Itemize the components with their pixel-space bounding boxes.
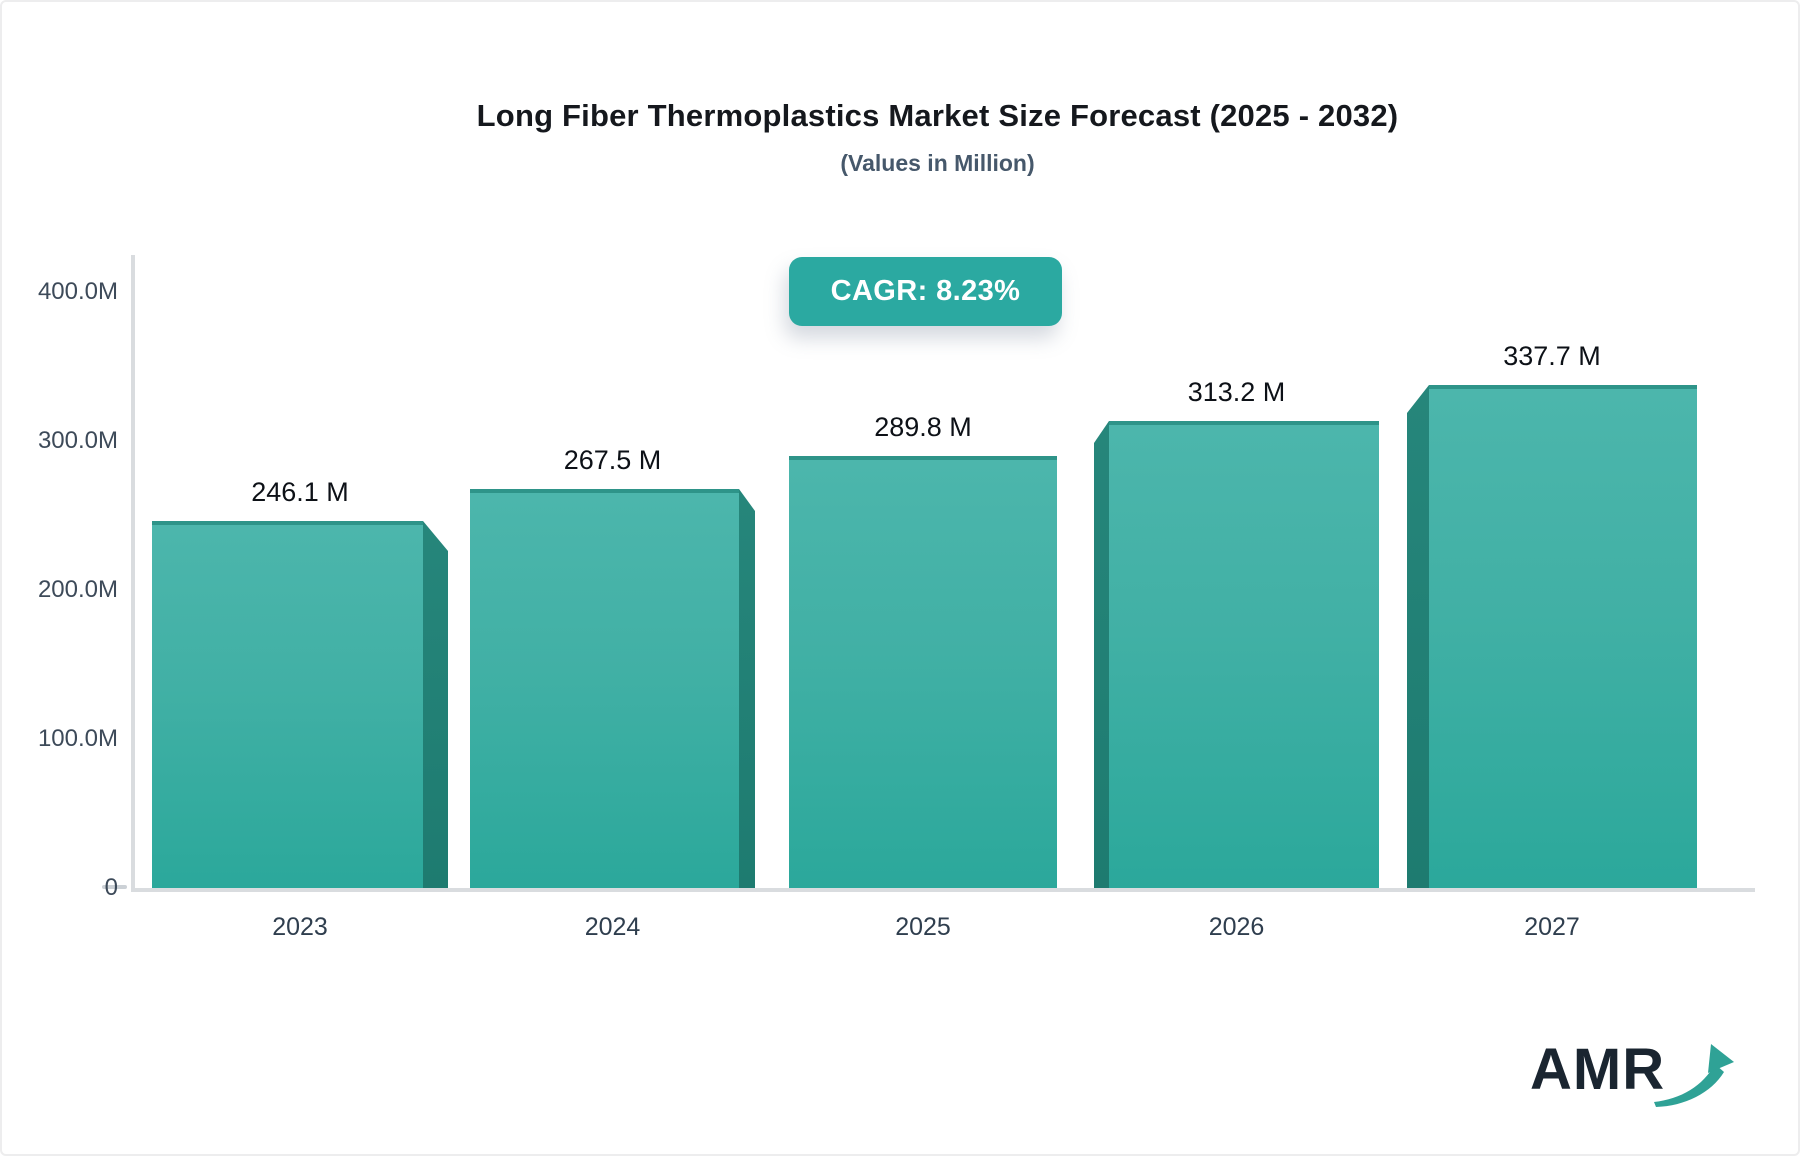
zero-tick-mark bbox=[102, 885, 127, 889]
y-axis-tick-label: 300.0M bbox=[37, 427, 118, 454]
bar bbox=[789, 456, 1057, 888]
y-axis-tick-label: 0 bbox=[104, 874, 118, 901]
bar-side-face bbox=[423, 521, 448, 888]
y-axis-tick-label: 400.0M bbox=[37, 278, 118, 305]
bar bbox=[1094, 421, 1379, 888]
bar-face bbox=[1109, 421, 1379, 888]
bar-value-label: 246.1 M bbox=[251, 477, 349, 507]
amr-logo-text: AMR bbox=[1530, 1037, 1666, 1102]
bar-face bbox=[470, 489, 739, 888]
bar-value-label: 289.8 M bbox=[874, 412, 972, 442]
cagr-badge: CAGR: 8.23% bbox=[789, 257, 1062, 326]
bar bbox=[1407, 385, 1697, 888]
x-axis-tick-label: 2026 bbox=[1208, 913, 1265, 941]
x-axis-tick-label: 2025 bbox=[895, 913, 951, 941]
cagr-badge-label: CAGR: 8.23% bbox=[830, 275, 1021, 307]
x-axis-tick-label: 2024 bbox=[584, 913, 641, 941]
y-axis-line bbox=[131, 255, 135, 890]
y-axis-tick-label: 100.0M bbox=[37, 725, 118, 752]
x-axis-tick-label: 2027 bbox=[1524, 913, 1580, 941]
bar-side-face bbox=[1407, 385, 1429, 888]
bar bbox=[152, 521, 448, 888]
bar-value-label: 267.5 M bbox=[563, 445, 662, 475]
bar-value-label: 337.7 M bbox=[1503, 341, 1601, 371]
bar bbox=[470, 489, 755, 888]
bar-face bbox=[1429, 385, 1697, 888]
chart-subtitle: (Values in Million) bbox=[840, 150, 1035, 176]
x-axis-line bbox=[131, 888, 1755, 892]
growth-arrow-icon bbox=[1654, 1044, 1735, 1107]
amr-logo: AMR bbox=[1530, 1038, 1735, 1108]
bar-side-face bbox=[1094, 421, 1109, 888]
bar-value-label: 313.2 M bbox=[1187, 377, 1286, 407]
chart-title: Long Fiber Thermoplastics Market Size Fo… bbox=[476, 98, 1399, 133]
bar-side-face bbox=[739, 489, 755, 888]
bar-face bbox=[152, 521, 423, 888]
bar-face bbox=[789, 456, 1057, 888]
x-axis-tick-label: 2023 bbox=[272, 913, 328, 941]
y-axis-tick-label: 200.0M bbox=[37, 576, 118, 603]
